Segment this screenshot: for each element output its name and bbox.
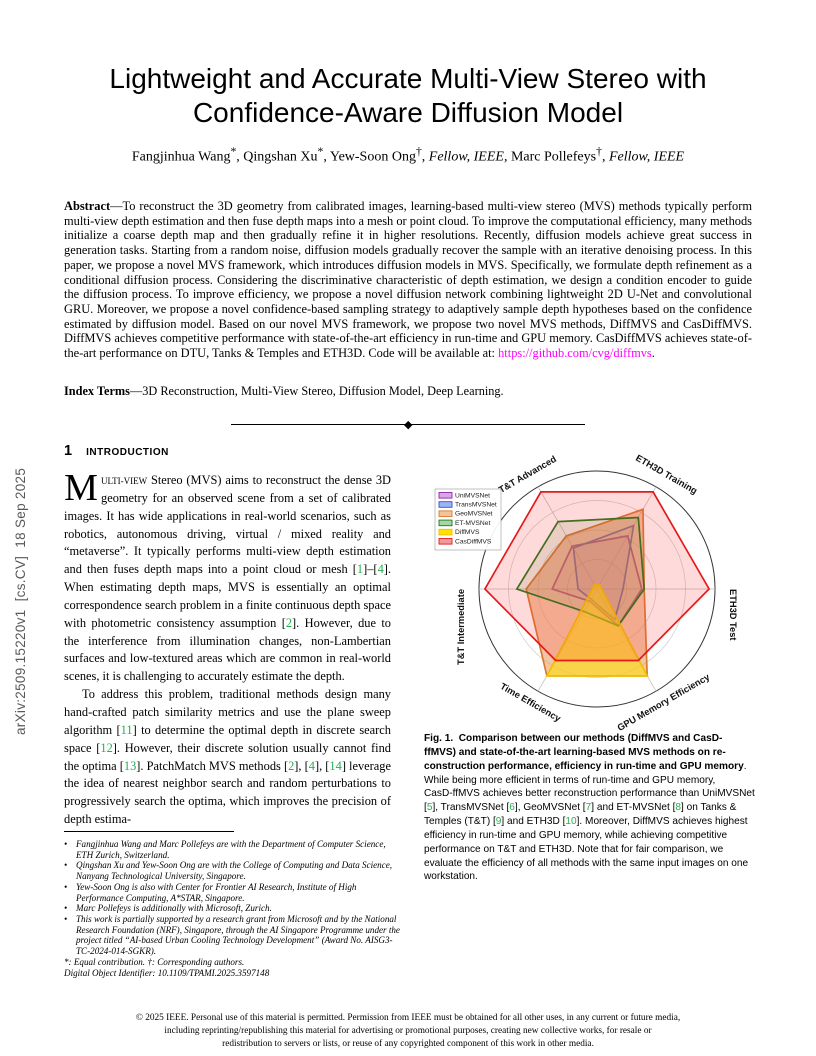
svg-text:ET-MVSNet: ET-MVSNet <box>455 520 490 527</box>
svg-text:ETH3D Training: ETH3D Training <box>634 453 699 496</box>
svg-text:GeoMVSNet: GeoMVSNet <box>455 511 493 518</box>
svg-text:DiffMVS: DiffMVS <box>455 529 480 536</box>
svg-text:T&T Intermediate: T&T Intermediate <box>456 589 466 665</box>
svg-text:Time Efficiency: Time Efficiency <box>499 681 564 724</box>
svg-text:TransMVSNet: TransMVSNet <box>455 502 497 509</box>
svg-text:T&T Advanced: T&T Advanced <box>497 454 558 495</box>
svg-text:UniMVSNet: UniMVSNet <box>455 492 490 499</box>
svg-text:ETH3D Test: ETH3D Test <box>728 589 738 641</box>
svg-text:CasDiffMVS: CasDiffMVS <box>455 538 492 545</box>
